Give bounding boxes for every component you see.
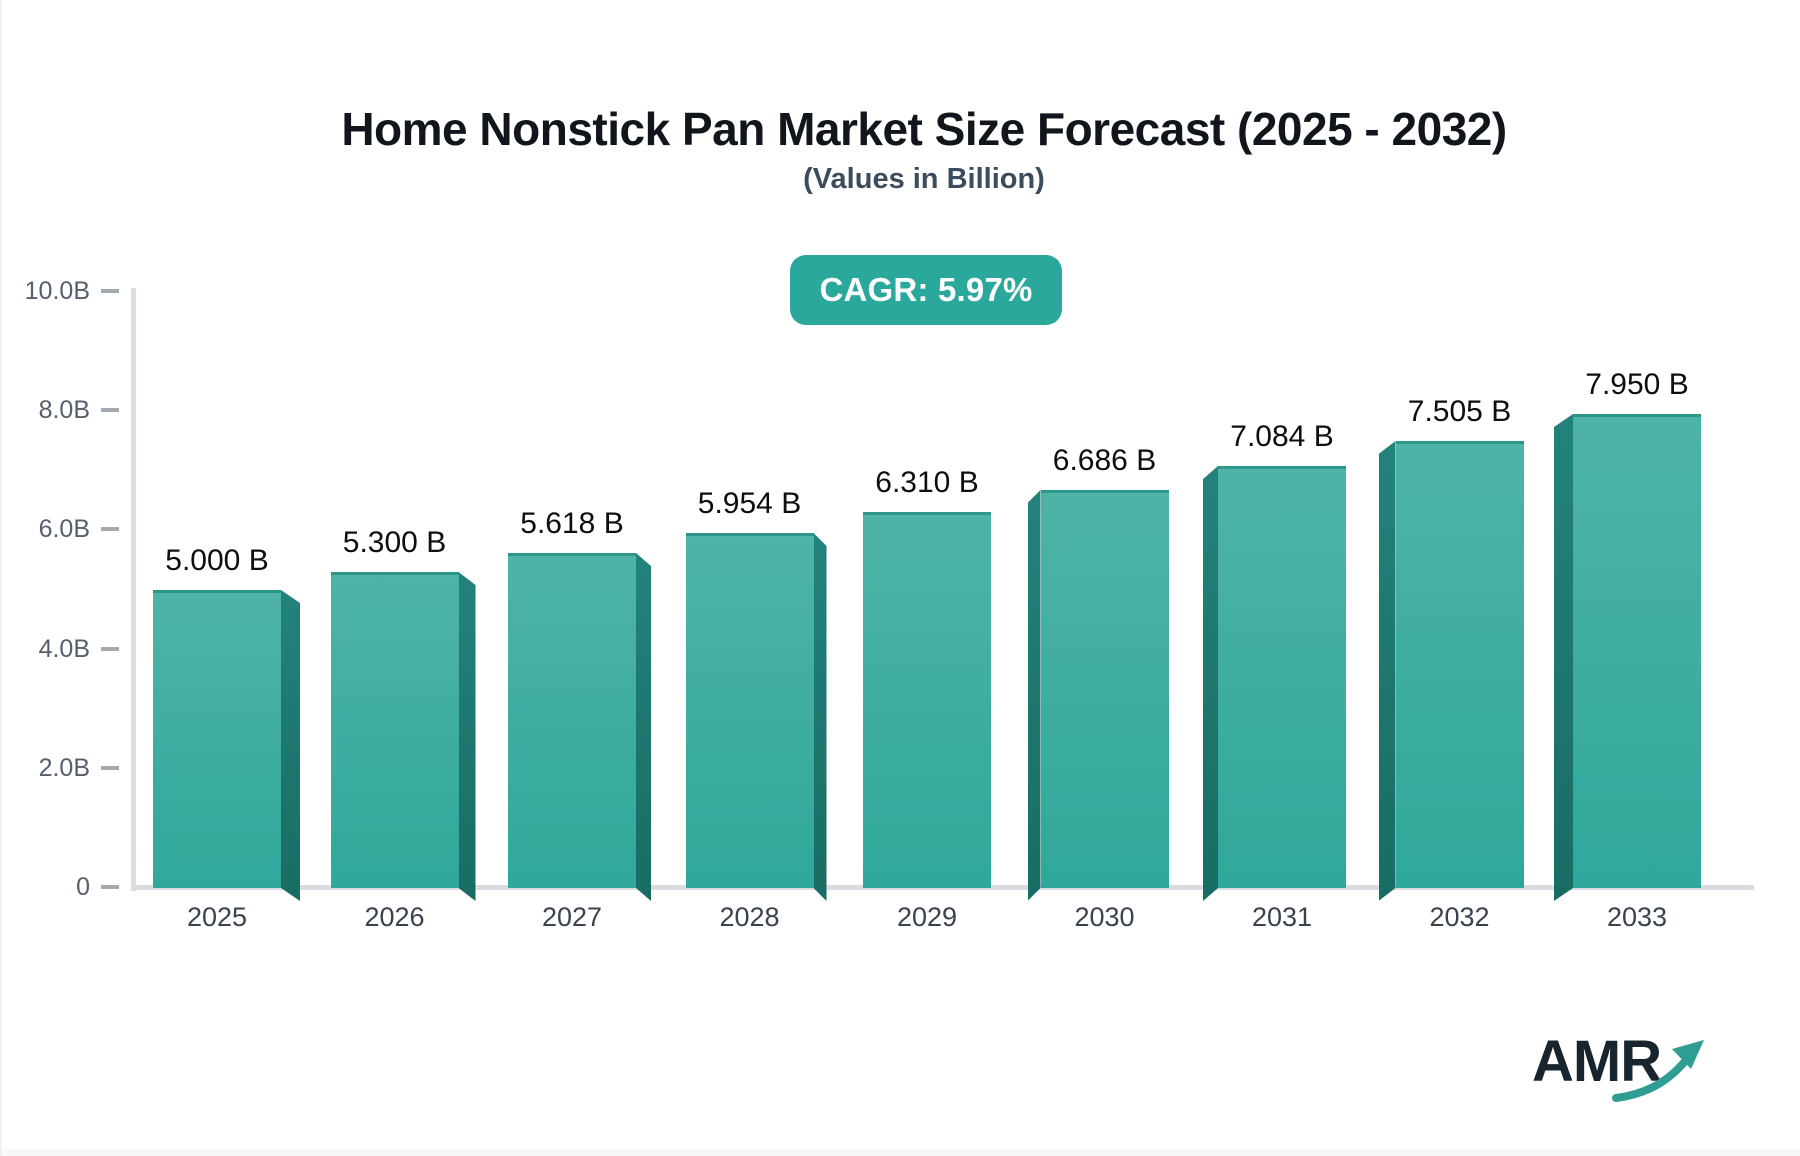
y-tick-label: 6.0B: [38, 515, 90, 544]
chart-title: Home Nonstick Pan Market Size Forecast (…: [341, 103, 1507, 155]
bar-value-label: 5.300 B: [342, 526, 447, 559]
bar-side-face: [1554, 414, 1573, 901]
x-axis-label: 2026: [364, 902, 425, 932]
y-tick-dash: [101, 527, 119, 532]
y-tick-label: 2.0B: [38, 753, 90, 782]
bar-2025: [153, 590, 281, 888]
bar-2033: [1573, 414, 1701, 888]
bar-value-label: 7.950 B: [1585, 368, 1689, 401]
x-axis-label: 2025: [186, 902, 248, 932]
bar-side-face: [1027, 490, 1041, 901]
bar-value-label: 5.618 B: [520, 507, 624, 540]
logo-text: AMR: [1532, 1029, 1662, 1094]
bar-side-face: [636, 553, 651, 901]
bar-2032: [1395, 441, 1524, 888]
x-axis-label: 2030: [1074, 902, 1135, 932]
y-tick-dash: [101, 765, 119, 770]
y-tick-dash: [101, 646, 119, 651]
bar-2030: [1040, 490, 1169, 888]
bar-2029: [863, 512, 991, 888]
y-tick-label: 10.0B: [24, 277, 90, 305]
x-axis-label: 2028: [719, 902, 780, 932]
bar-side-face: [813, 533, 827, 901]
y-tick-dash: [101, 289, 119, 293]
y-axis-line: [131, 288, 136, 891]
y-tick-label: 0: [76, 873, 90, 901]
bar-2028: [685, 533, 814, 888]
bar-side-face: [1378, 441, 1396, 901]
page-bottom-edge: [2, 1149, 1800, 1156]
bar-value-label: 5.000 B: [165, 544, 269, 577]
bar-value-label: 6.310 B: [875, 466, 979, 499]
x-axis-label: 2032: [1429, 902, 1490, 932]
y-tick-label: 8.0B: [38, 396, 90, 425]
bar-side-face: [458, 572, 476, 901]
bar-value-label: 5.954 B: [697, 487, 802, 520]
bar-2031: [1218, 466, 1346, 888]
bar-side-face: [1203, 466, 1218, 901]
amr-logo: AMR: [1532, 1032, 1752, 1122]
y-tick-dash: [101, 408, 119, 413]
chart-subtitle: (Values in Billion): [803, 163, 1045, 195]
bar-side-face: [281, 590, 300, 901]
x-axis-label: 2027: [541, 902, 603, 932]
x-axis-label: 2029: [896, 902, 958, 932]
bar-value-label: 7.505 B: [1407, 395, 1512, 428]
bar-2026: [330, 572, 459, 888]
bar-value-label: 7.084 B: [1230, 420, 1334, 453]
y-tick-label: 4.0B: [38, 634, 90, 663]
x-axis-label: 2031: [1251, 902, 1313, 932]
logo-arrow-icon: [1612, 1040, 1704, 1102]
x-axis-label: 2033: [1606, 902, 1668, 932]
y-tick-dash: [101, 885, 119, 889]
bar-2027: [508, 553, 636, 888]
bar-value-label: 6.686 B: [1052, 444, 1157, 477]
cagr-badge: CAGR: 5.97%: [790, 255, 1062, 325]
